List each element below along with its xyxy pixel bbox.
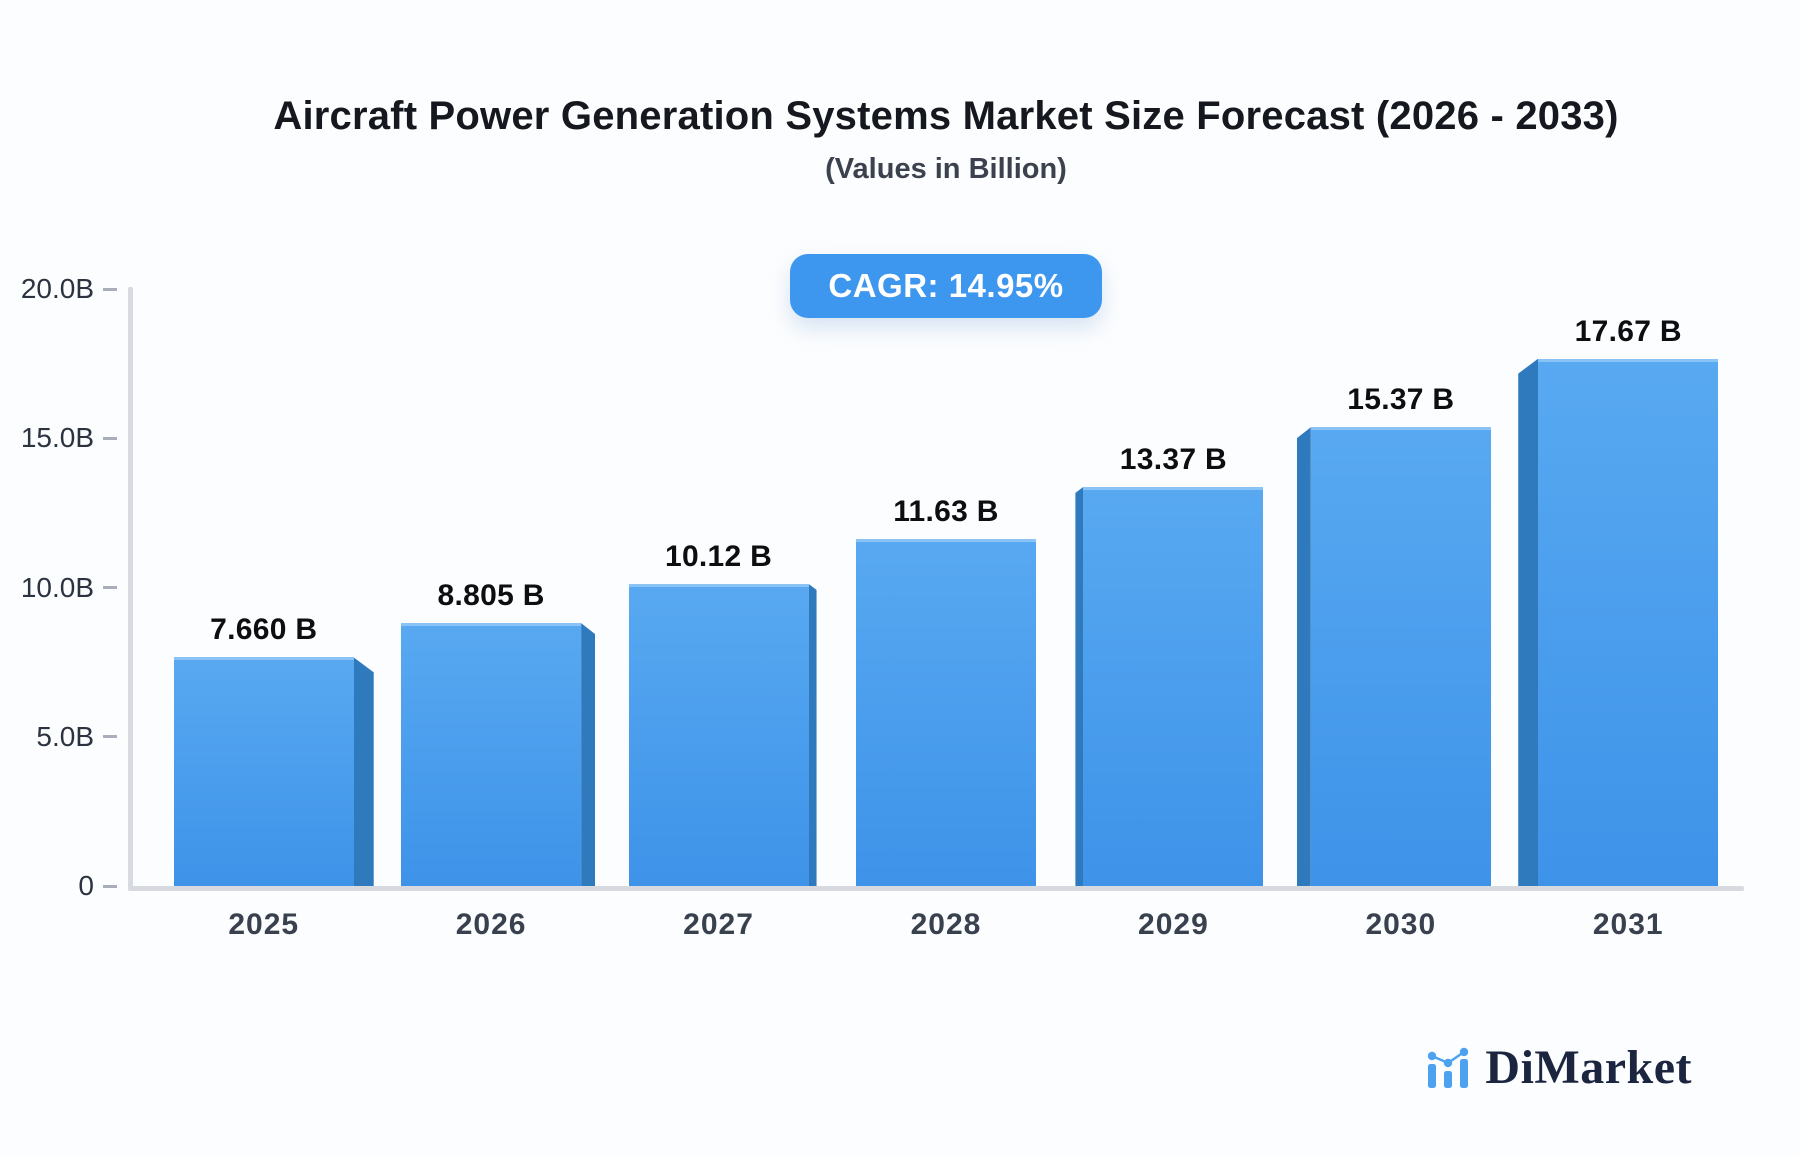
y-tick: [103, 586, 117, 589]
y-tick-label: 10.0B: [20, 571, 94, 603]
y-tick-label: 0: [78, 870, 94, 901]
x-axis-label-2027: 2027: [683, 908, 754, 941]
bar-value-label: 13.37 B: [1119, 442, 1227, 476]
bar-2025[interactable]: 7.660 B: [173, 613, 374, 886]
x-axis-label-2030: 2030: [1365, 908, 1437, 941]
y-tick-label: 5.0B: [36, 720, 94, 752]
bar-2030[interactable]: 15.37 B: [1296, 383, 1491, 886]
y-tick-label: 15.0B: [20, 422, 94, 454]
y-tick: [103, 735, 117, 739]
bar-slot: 7.660 B: [150, 289, 377, 886]
chart-header: Aircraft Power Generation Systems Market…: [150, 94, 1742, 186]
bar-side-face: [353, 657, 374, 886]
x-axis-label-2026: 2026: [455, 908, 527, 941]
bar-value-label: 17.67 B: [1574, 314, 1682, 348]
bar-value-label: 8.805 B: [437, 579, 545, 613]
y-tick: [103, 884, 117, 888]
bar-side-face: [1518, 358, 1539, 886]
chart-title: Aircraft Power Generation Systems Market…: [273, 94, 1619, 138]
cagr-badge: CAGR: 14.95%: [790, 254, 1102, 318]
x-axis-label-2031: 2031: [1592, 908, 1664, 941]
bar-slot: 8.805 B: [377, 289, 604, 886]
y-tick: [103, 287, 117, 291]
bar-side-face: [1296, 427, 1311, 886]
bar-value-label: 7.660 B: [210, 613, 318, 647]
bar-value-label: 15.37 B: [1347, 383, 1455, 417]
y-axis-line: [128, 287, 133, 888]
bar-2029[interactable]: 13.37 B: [1075, 443, 1264, 886]
bar-2031[interactable]: 17.67 B: [1518, 315, 1719, 886]
mini-bar-chart-icon: [1428, 1047, 1469, 1088]
y-tick-label: 20.0B: [20, 273, 94, 304]
bar-2026[interactable]: 8.805 B: [401, 579, 596, 886]
bar-slot: 13.37 B: [1060, 289, 1287, 886]
bar-side-face: [808, 583, 817, 886]
bar-plot-area: 7.660 B 8.805 B 10.12 B 11.63 B 13.37 B 15.37…: [150, 289, 1742, 886]
bar-value-label: 10.12 B: [664, 539, 773, 573]
bar-2027[interactable]: 10.12 B: [628, 540, 817, 886]
bar-slot: 15.37 B: [1287, 289, 1514, 886]
bar-side-face: [1075, 486, 1084, 886]
bar-slot: 17.67 B: [1515, 289, 1742, 886]
bar-value-label: 11.63 B: [893, 494, 999, 528]
bar-slot: 10.12 B: [605, 289, 832, 886]
x-axis-labels: 2025 2026 2027 2028 2029 2030 2031: [150, 908, 1742, 942]
dimarket-logo: DiMarket: [1425, 1040, 1692, 1095]
bar-2028[interactable]: 11.63 B: [855, 495, 1036, 886]
logo-text: DiMarket: [1485, 1041, 1692, 1094]
badge-row: CAGR: 14.95%: [150, 254, 1742, 318]
bar-side-face: [581, 623, 596, 886]
x-axis-label-2025: 2025: [228, 908, 300, 941]
bar-slot: 11.63 B: [832, 289, 1059, 886]
x-axis-label-2029: 2029: [1138, 908, 1209, 941]
chart-subtitle: (Values in Billion): [825, 153, 1067, 185]
x-axis-label-2028: 2028: [910, 908, 982, 941]
x-axis-baseline: [128, 886, 1744, 891]
y-tick: [103, 436, 117, 440]
